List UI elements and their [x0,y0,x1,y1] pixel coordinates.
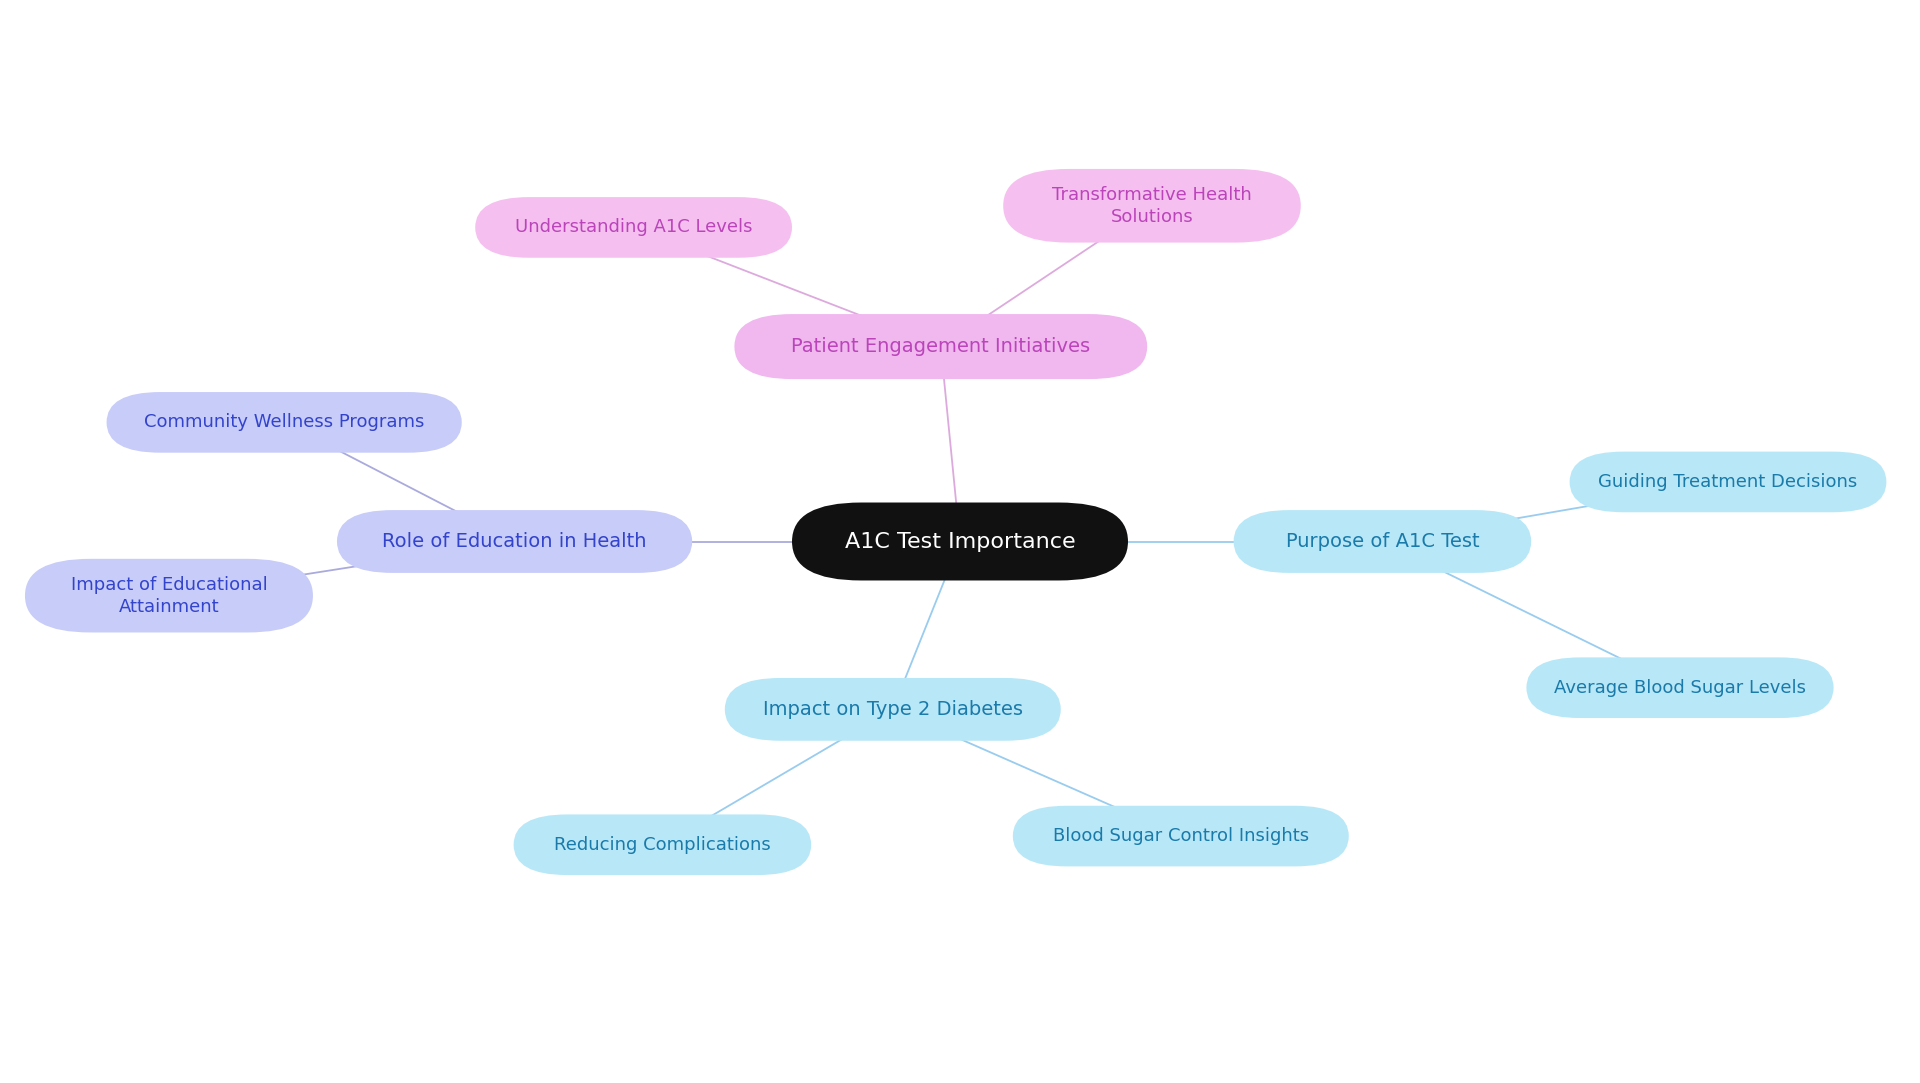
FancyBboxPatch shape [791,503,1127,580]
Text: Understanding A1C Levels: Understanding A1C Levels [515,219,753,236]
FancyBboxPatch shape [476,197,791,258]
FancyBboxPatch shape [1569,452,1885,512]
FancyBboxPatch shape [513,814,810,875]
FancyBboxPatch shape [25,559,313,632]
FancyBboxPatch shape [1233,510,1532,573]
Text: Guiding Treatment Decisions: Guiding Treatment Decisions [1597,473,1859,491]
Text: Community Wellness Programs: Community Wellness Programs [144,414,424,431]
Text: Purpose of A1C Test: Purpose of A1C Test [1286,532,1478,551]
FancyBboxPatch shape [1002,169,1302,243]
FancyBboxPatch shape [338,510,693,573]
Text: Reducing Complications: Reducing Complications [555,836,770,853]
Text: Average Blood Sugar Levels: Average Blood Sugar Levels [1553,679,1807,696]
FancyBboxPatch shape [1014,806,1348,866]
Text: Role of Education in Health: Role of Education in Health [382,532,647,551]
Text: Impact on Type 2 Diabetes: Impact on Type 2 Diabetes [762,700,1023,719]
Text: A1C Test Importance: A1C Test Importance [845,532,1075,551]
FancyBboxPatch shape [106,392,461,453]
FancyBboxPatch shape [726,678,1060,741]
Text: Impact of Educational
Attainment: Impact of Educational Attainment [71,575,267,616]
Text: Blood Sugar Control Insights: Blood Sugar Control Insights [1052,827,1309,845]
FancyBboxPatch shape [1526,657,1834,718]
Text: Patient Engagement Initiatives: Patient Engagement Initiatives [791,337,1091,356]
Text: Transformative Health
Solutions: Transformative Health Solutions [1052,185,1252,226]
FancyBboxPatch shape [733,314,1148,379]
